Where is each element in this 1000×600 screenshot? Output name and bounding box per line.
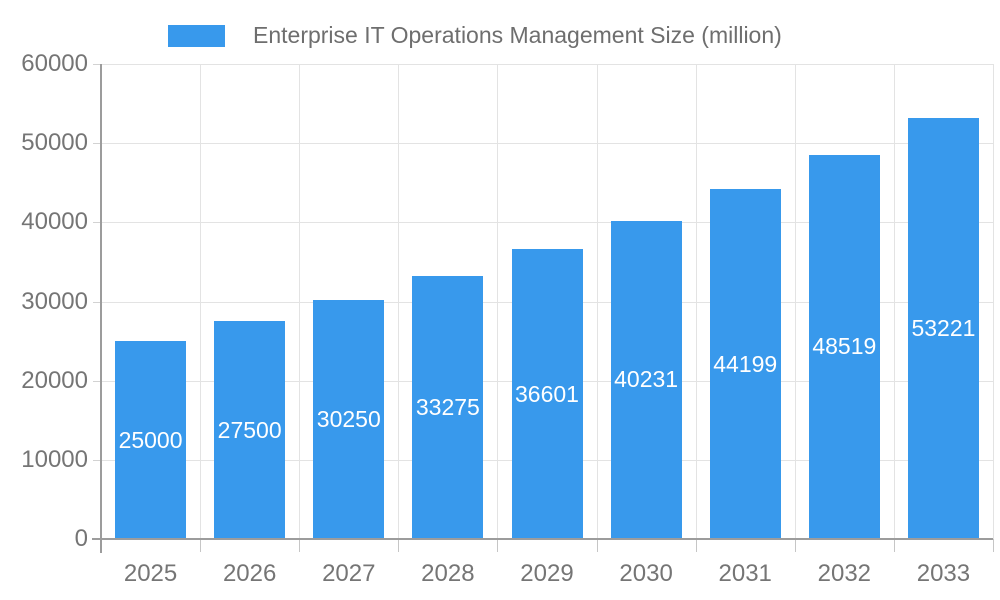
x-gridline <box>695 64 697 539</box>
x-gridline <box>893 64 895 539</box>
x-tick-label: 2026 <box>222 560 277 587</box>
y-axis-tick <box>93 380 101 382</box>
bar-2032[interactable]: 48519 <box>808 154 880 539</box>
bar-2030[interactable]: 40231 <box>610 220 682 539</box>
x-gridline <box>596 64 598 539</box>
bar-2026[interactable]: 27500 <box>214 321 286 539</box>
x-axis <box>92 538 993 540</box>
bar-value-label: 40231 <box>614 366 679 393</box>
x-gridline <box>200 64 202 539</box>
y-axis-tick <box>93 222 101 224</box>
y-tick-label: 0 <box>74 525 88 552</box>
y-axis <box>100 64 102 553</box>
y-tick-label: 10000 <box>21 445 88 473</box>
y-tick-label: 30000 <box>21 287 88 315</box>
x-axis-tick <box>398 539 400 552</box>
x-tick-label: 2033 <box>916 560 971 587</box>
y-axis-tick <box>93 459 101 461</box>
x-gridline <box>993 64 994 539</box>
bar-2033[interactable]: 53221 <box>907 117 979 539</box>
x-axis-tick <box>596 539 598 552</box>
bar-value-label: 48519 <box>812 333 877 360</box>
bar-value-label: 25000 <box>118 426 183 453</box>
x-gridline <box>497 64 499 539</box>
x-gridline <box>398 64 400 539</box>
bar-2029[interactable]: 36601 <box>511 249 583 539</box>
x-tick-label: 2027 <box>322 560 376 587</box>
x-tick-label: 2030 <box>619 560 673 587</box>
y-tick-label: 20000 <box>21 366 88 394</box>
y-tick-label: 40000 <box>21 208 88 236</box>
bar-2025[interactable]: 25000 <box>115 341 187 539</box>
bar-value-label: 36601 <box>515 380 579 407</box>
x-tick-label: 2028 <box>421 560 475 587</box>
x-tick-label: 2029 <box>520 560 574 587</box>
y-gridline <box>101 143 993 145</box>
x-tick-label: 2031 <box>718 560 772 587</box>
y-tick-label: 50000 <box>21 129 88 157</box>
y-axis-tick <box>93 64 101 65</box>
y-gridline <box>101 64 993 65</box>
y-gridline <box>101 222 993 224</box>
x-axis-tick <box>299 539 301 552</box>
bar-value-label: 53221 <box>911 314 976 341</box>
bar-value-label: 33275 <box>415 393 480 420</box>
x-tick-label: 2032 <box>817 560 872 587</box>
x-axis-tick <box>695 539 697 552</box>
x-tick-label: 2025 <box>123 560 178 587</box>
bar-value-label: 44199 <box>713 350 778 377</box>
legend-swatch <box>168 24 225 47</box>
x-axis-tick <box>893 539 895 552</box>
bar-value-label: 27500 <box>217 416 282 443</box>
y-axis-tick <box>93 143 101 145</box>
x-axis-tick <box>200 539 202 552</box>
legend[interactable]: Enterprise IT Operations Management Size… <box>168 22 782 49</box>
y-axis-tick <box>93 301 101 303</box>
bar-value-label: 30250 <box>316 405 381 432</box>
x-axis-tick <box>497 539 499 552</box>
x-axis-tick <box>794 539 796 552</box>
x-gridline <box>299 64 301 539</box>
x-axis-tick <box>993 539 994 552</box>
bar-2027[interactable]: 30250 <box>313 299 385 539</box>
legend-label: Enterprise IT Operations Management Size… <box>253 22 782 48</box>
bar-2031[interactable]: 44199 <box>709 189 781 539</box>
bar-2028[interactable]: 33275 <box>412 275 484 539</box>
y-tick-label: 60000 <box>21 50 88 77</box>
x-gridline <box>794 64 796 539</box>
